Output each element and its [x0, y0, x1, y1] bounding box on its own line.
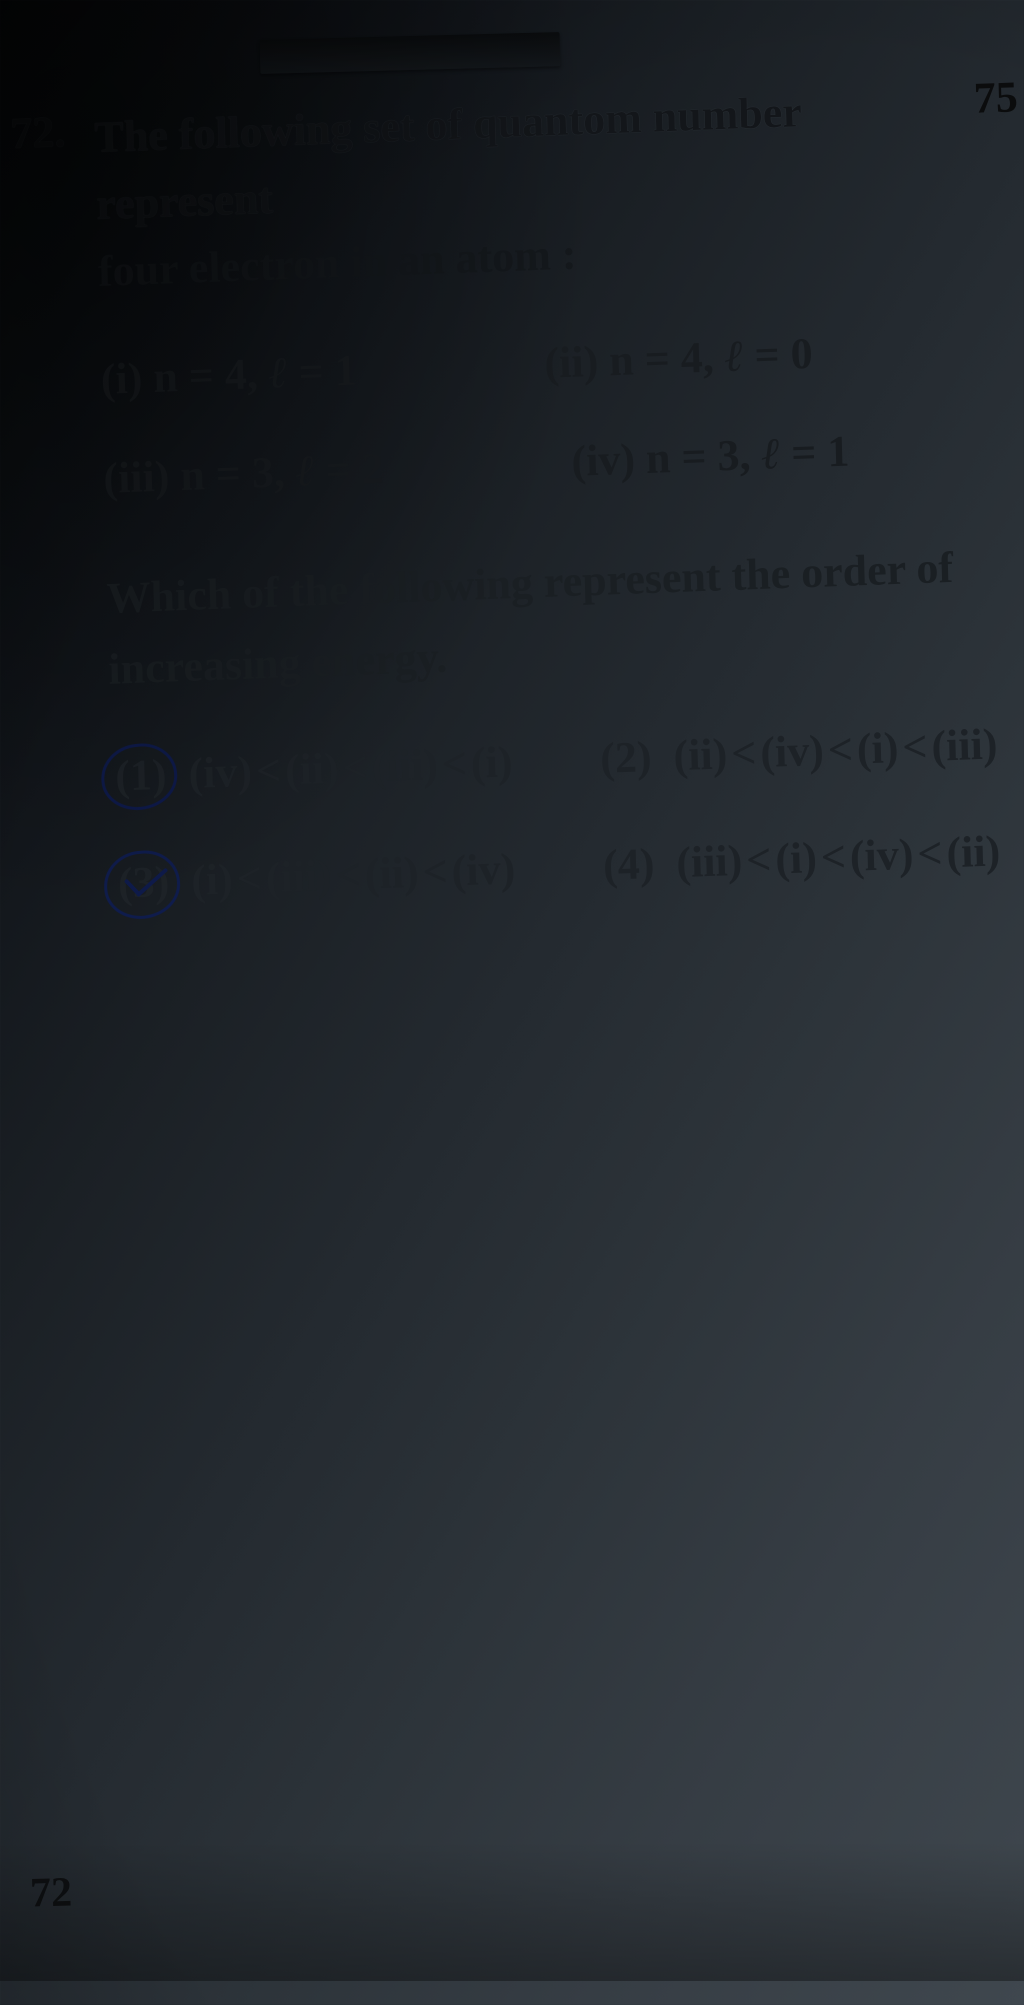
right-margin-cut-number: 75 [973, 71, 1018, 124]
pen-circle-icon [102, 847, 183, 922]
option-2-num: (2) [600, 732, 653, 783]
option-4: (4) (iii)<(i)<(iv)<(ii) [602, 825, 1000, 891]
options-row-1: (1) (iv)<(ii)<(iii)<(i) (2) (ii)<(iv)<(i… [115, 718, 994, 801]
pen-circle-icon [98, 740, 180, 814]
subpart-ii: (ii) n = 4, ℓ = 0 [544, 327, 813, 388]
option-1: (1) (iv)<(ii)<(iii)<(i) [115, 736, 513, 802]
subparts-row-2: (iii) n = 3, ℓ = 2 (iv) n = 3, ℓ = 1 [103, 420, 986, 503]
option-3: (3) (i)<(iii)<(ii)<(iv) [117, 843, 515, 909]
option-4-num: (4) [602, 839, 655, 890]
subparts-row-1: (i) n = 4, ℓ = 1 (ii) n = 4, ℓ = 0 [100, 321, 983, 404]
page-surface: 72. The following set of quantom number … [0, 0, 1024, 2005]
option-2: (2) (ii)<(iv)<(i)<(iii) [600, 718, 998, 784]
subpart-i: (i) n = 4, ℓ = 1 [100, 344, 357, 404]
question-block: 72. The following set of quantom number … [16, 73, 996, 912]
subpart-iv: (iv) n = 3, ℓ = 1 [571, 425, 850, 486]
next-question-number-cut: 72 [29, 1868, 72, 1917]
options-row-2: (3) (i)<(iii)<(ii)<(iv) (4) (iii)<(i)<(i… [117, 825, 996, 908]
subpart-iii: (iii) n = 3, ℓ = 2 [103, 442, 385, 503]
question-number: 72. [10, 106, 66, 159]
